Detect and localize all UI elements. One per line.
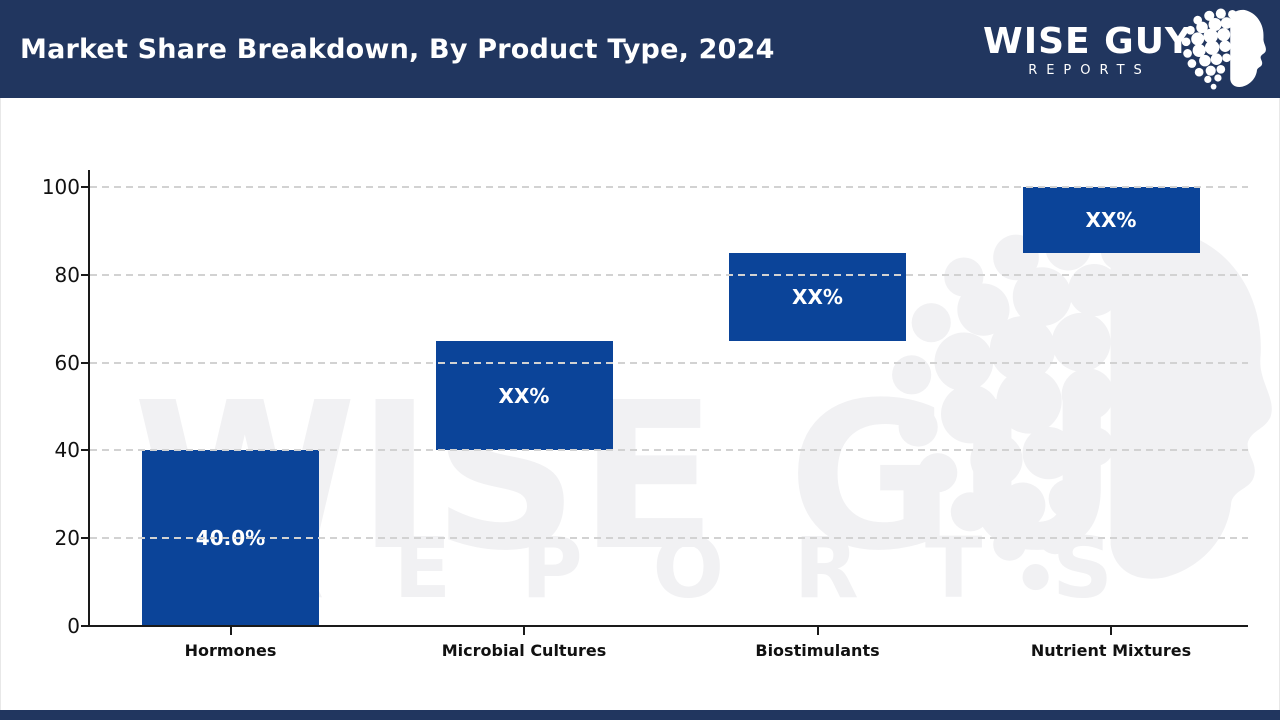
y-tick-label: 40	[54, 438, 80, 463]
y-tick-mark	[81, 625, 90, 627]
x-tick-mark	[1110, 627, 1112, 635]
gridline	[90, 273, 1248, 276]
x-axis-line	[88, 625, 1248, 627]
bar-value-label: XX%	[498, 383, 550, 408]
y-tick-label: 100	[41, 175, 80, 199]
bar	[729, 252, 906, 341]
x-tick-mark	[229, 627, 232, 635]
y-tick-label: 0	[67, 614, 80, 638]
bar-value-label: XX%	[1085, 207, 1137, 232]
x-tick-label: Biostimulants	[755, 641, 880, 660]
y-tick-label: 60	[54, 350, 80, 375]
wise-guy-logo: WISE GUY REPORTS	[983, 4, 1270, 96]
x-tick-label: Nutrient Mixtures	[1030, 641, 1192, 660]
y-axis-line	[88, 170, 90, 627]
logo-brand-bottom: REPORTS	[1028, 62, 1151, 78]
logo-text: WISE GUY REPORTS	[982, 20, 1192, 78]
gridline	[90, 361, 1248, 364]
y-tick-mark	[81, 186, 90, 188]
y-tick-mark	[81, 537, 90, 540]
bar-value-label: XX%	[792, 284, 843, 309]
y-tick-mark	[81, 361, 90, 364]
x-tick-mark	[816, 627, 819, 635]
footer-band	[0, 710, 1280, 720]
x-tick-mark	[523, 627, 525, 635]
header-band: Market Share Breakdown, By Product Type,…	[0, 0, 1280, 98]
gridline	[90, 537, 1248, 540]
gridline	[90, 186, 1248, 188]
x-tick-label: Hormones	[184, 641, 277, 660]
bar	[1022, 187, 1200, 253]
gridline	[90, 449, 1248, 452]
bar	[435, 340, 613, 451]
y-tick-mark	[81, 273, 90, 276]
dot-head-logo-icon	[1181, 8, 1266, 90]
watermark-dot-head-icon	[892, 224, 1272, 591]
y-tick-mark	[81, 449, 90, 452]
logo-brand-top: WISE GUY	[982, 20, 1192, 62]
x-tick-label: Microbial Cultures	[441, 641, 607, 660]
y-tick-label: 80	[54, 262, 80, 287]
y-tick-label: 20	[54, 526, 80, 551]
page-title: Market Share Breakdown, By Product Type,…	[20, 33, 775, 65]
